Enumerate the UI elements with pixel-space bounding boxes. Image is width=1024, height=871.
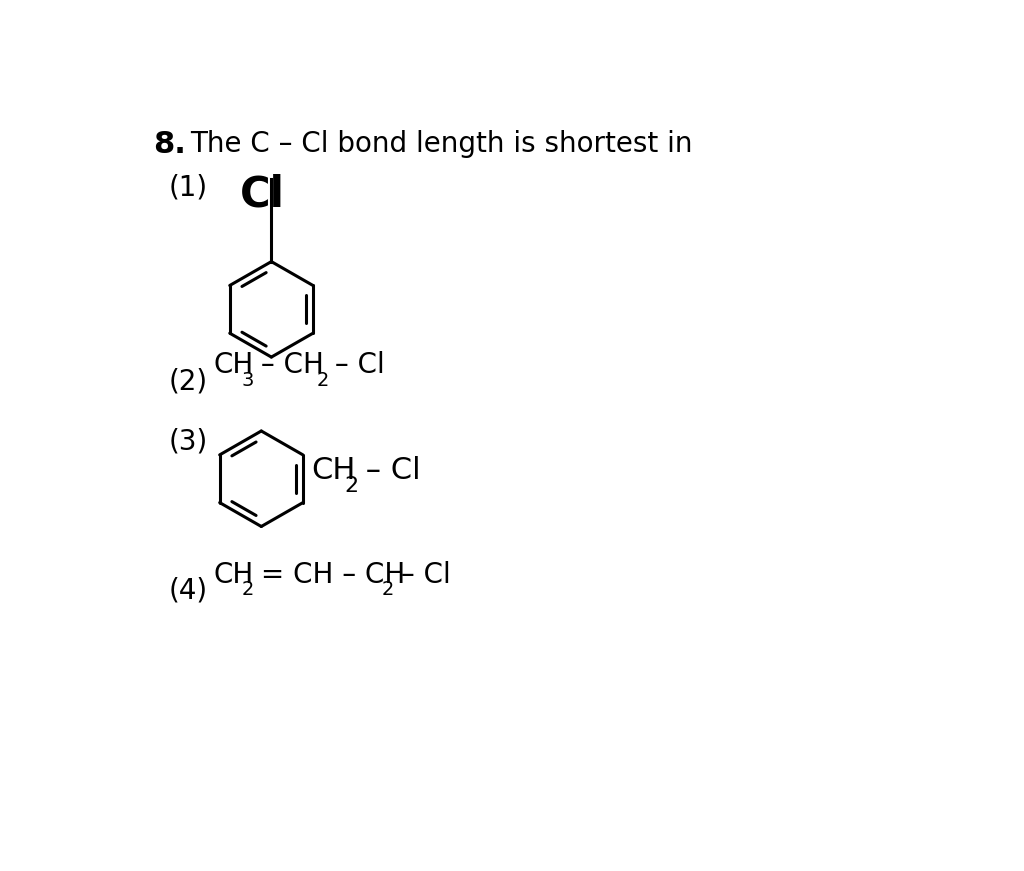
Text: = CH – CH: = CH – CH	[252, 561, 406, 589]
Text: (1): (1)	[168, 173, 208, 201]
Text: – CH: – CH	[252, 351, 324, 379]
Text: The C – Cl bond length is shortest in: The C – Cl bond length is shortest in	[190, 130, 692, 158]
Text: 2: 2	[242, 580, 254, 599]
Text: (3): (3)	[168, 427, 208, 456]
Text: – Cl: – Cl	[391, 561, 451, 589]
Text: CH: CH	[311, 456, 355, 485]
Text: 2: 2	[317, 370, 330, 389]
Text: 8.: 8.	[153, 130, 185, 159]
Text: 2: 2	[344, 476, 358, 496]
Text: 2: 2	[381, 580, 394, 599]
Text: CH: CH	[213, 351, 254, 379]
Text: CH: CH	[213, 561, 254, 589]
Text: (4): (4)	[168, 577, 208, 604]
Text: 3: 3	[242, 370, 254, 389]
Text: – Cl: – Cl	[356, 456, 421, 485]
Text: Cl: Cl	[241, 173, 286, 215]
Text: – Cl: – Cl	[327, 351, 385, 379]
Text: (2): (2)	[168, 367, 208, 395]
